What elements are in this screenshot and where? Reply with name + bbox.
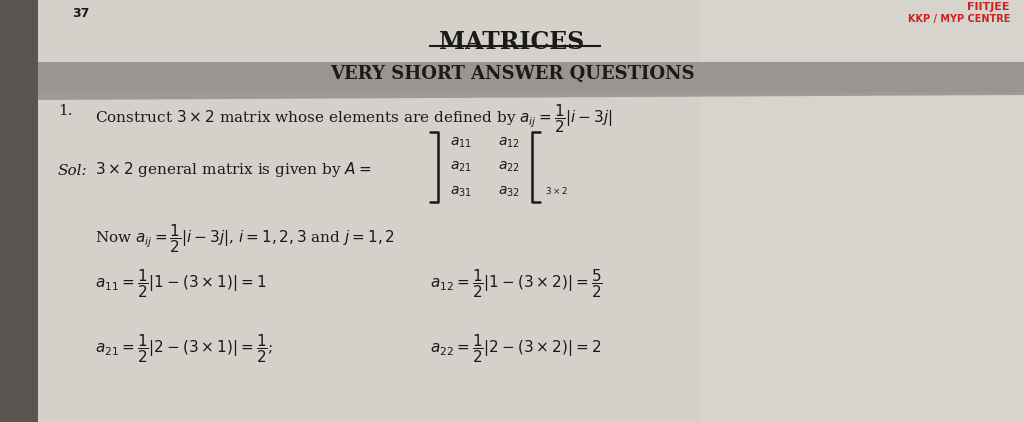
Text: Now $a_{ij}=\dfrac{1}{2}|i-3j|$, $i=1,2,3$ and $j=1,2$: Now $a_{ij}=\dfrac{1}{2}|i-3j|$, $i=1,2,… xyxy=(95,222,395,255)
Text: $a_{21}=\dfrac{1}{2}|2-(3\times 1)|=\dfrac{1}{2}$;: $a_{21}=\dfrac{1}{2}|2-(3\times 1)|=\dfr… xyxy=(95,332,273,365)
Polygon shape xyxy=(38,62,1024,92)
Text: $a_{21}$: $a_{21}$ xyxy=(450,160,472,174)
Polygon shape xyxy=(38,92,1024,100)
Text: VERY SHORT ANSWER QUESTIONS: VERY SHORT ANSWER QUESTIONS xyxy=(330,65,694,83)
Text: $a_{32}$: $a_{32}$ xyxy=(499,184,520,199)
Text: $a_{22}=\dfrac{1}{2}|2-(3\times 2)|=2$: $a_{22}=\dfrac{1}{2}|2-(3\times 2)|=2$ xyxy=(430,332,601,365)
Text: KKP / MYP CENTRE: KKP / MYP CENTRE xyxy=(907,14,1010,24)
Text: MATRICES: MATRICES xyxy=(439,30,585,54)
Text: $a_{31}$: $a_{31}$ xyxy=(450,184,472,199)
Text: $a_{11}$: $a_{11}$ xyxy=(450,135,472,150)
Text: $a_{12}$: $a_{12}$ xyxy=(499,135,520,150)
Text: $a_{12}=\dfrac{1}{2}|1-(3\times 2)|=\dfrac{5}{2}$: $a_{12}=\dfrac{1}{2}|1-(3\times 2)|=\dfr… xyxy=(430,267,603,300)
Text: $a_{22}$: $a_{22}$ xyxy=(499,160,520,174)
Text: 37: 37 xyxy=(72,7,89,20)
Bar xyxy=(0,0,38,422)
Bar xyxy=(700,0,1024,422)
Text: Construct $3\times 2$ matrix whose elements are defined by $a_{ij}=\dfrac{1}{2}|: Construct $3\times 2$ matrix whose eleme… xyxy=(95,102,612,135)
Text: FIITJEE: FIITJEE xyxy=(968,2,1010,12)
Text: $a_{11}=\dfrac{1}{2}|1-(3\times 1)|=1$: $a_{11}=\dfrac{1}{2}|1-(3\times 1)|=1$ xyxy=(95,267,266,300)
Text: 1.: 1. xyxy=(58,104,73,118)
Text: $3\times 2$ general matrix is given by $A=$: $3\times 2$ general matrix is given by $… xyxy=(95,160,372,179)
Text: $_{3\times 2}$: $_{3\times 2}$ xyxy=(545,184,568,197)
Text: Sol:: Sol: xyxy=(58,164,88,178)
